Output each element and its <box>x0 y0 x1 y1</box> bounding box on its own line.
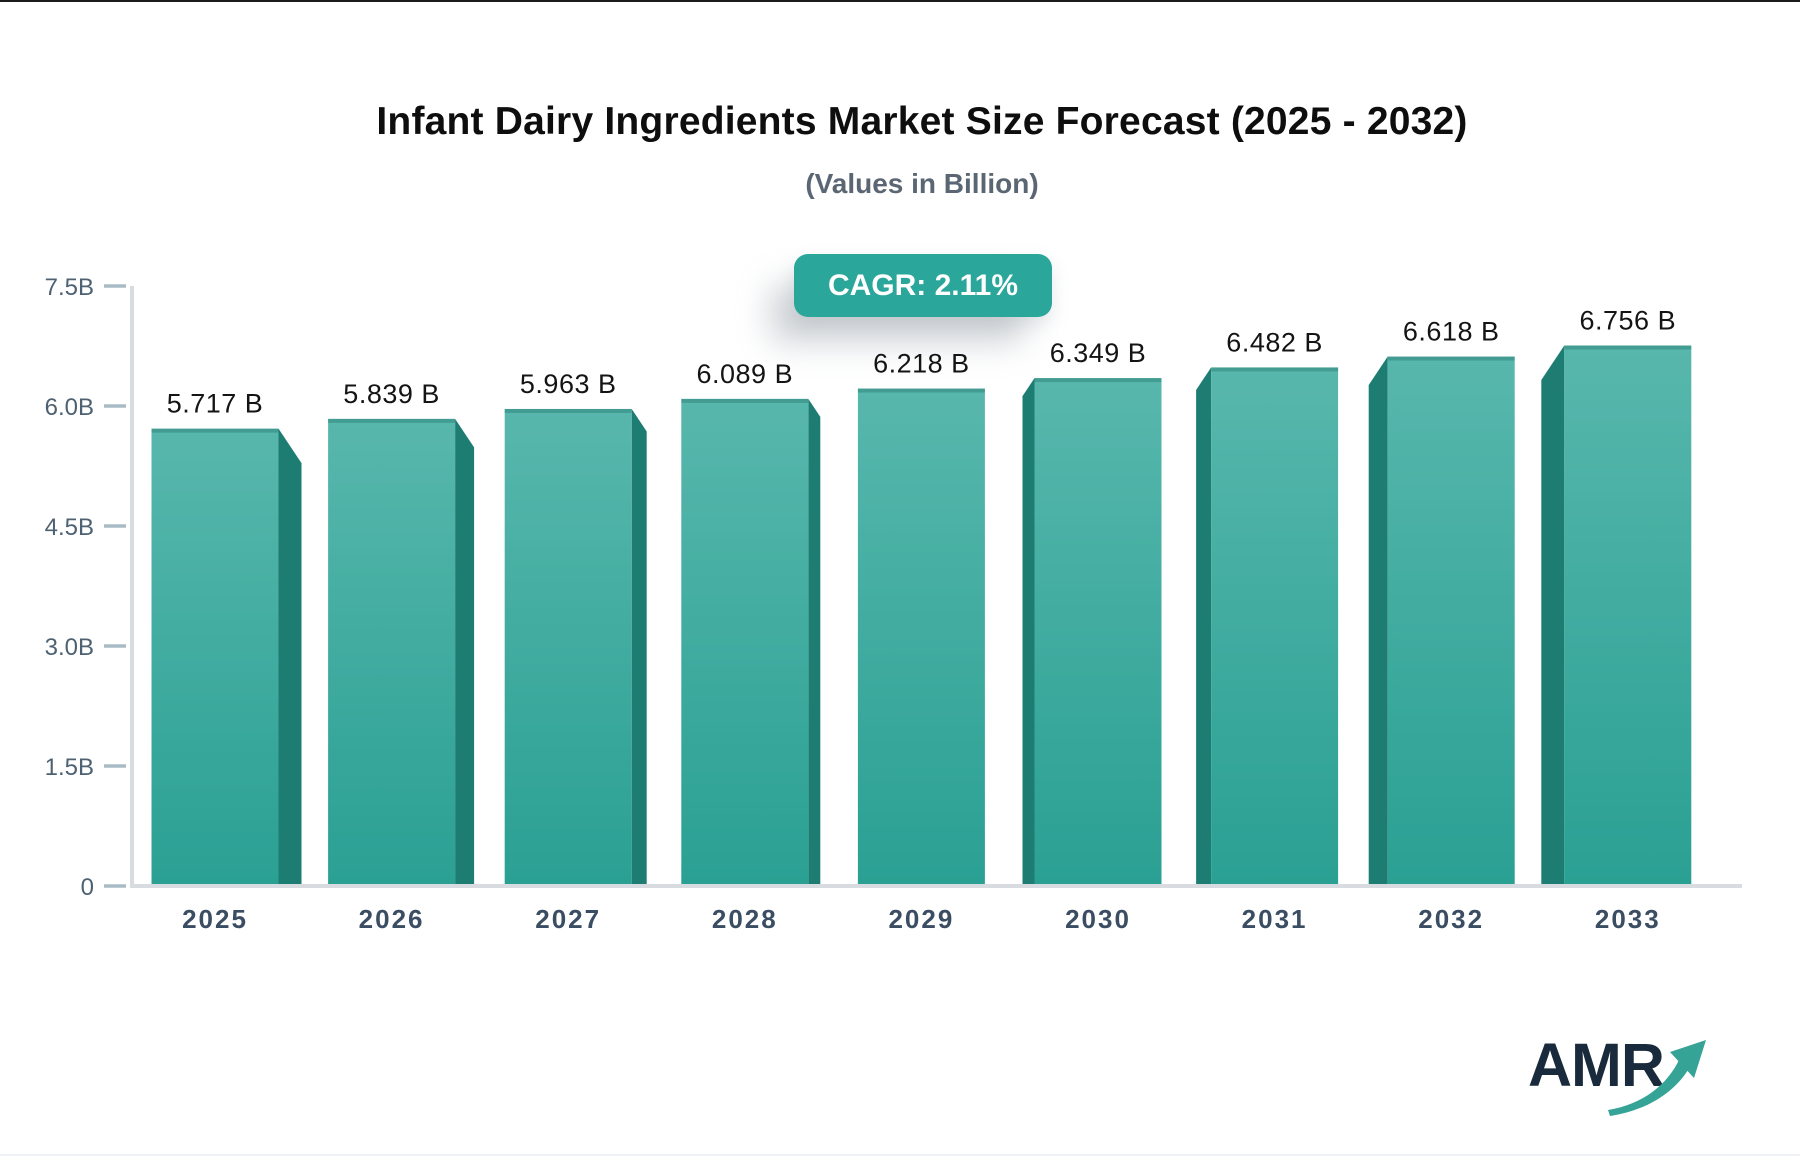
bar-side-face <box>1368 356 1388 884</box>
bar-value-label: 6.482 B <box>1226 327 1323 357</box>
bar-value-label: 6.756 B <box>1580 306 1677 336</box>
bar-2027: 5.963 B 2027 <box>504 369 647 934</box>
x-axis-label: 2030 <box>1065 904 1131 934</box>
bar-front-face <box>1034 378 1162 884</box>
bar-side-face <box>278 428 302 884</box>
growth-arrow-head <box>1670 1040 1706 1078</box>
cagr-badge: CAGR: 2.11% <box>794 254 1052 317</box>
bar-top-edge <box>151 428 279 433</box>
bar-top-edge <box>1034 378 1162 383</box>
bar-2028: 6.089 B 2028 <box>681 359 821 934</box>
page-top-border <box>0 0 1800 2</box>
y-tick-label: 0 <box>81 874 94 901</box>
amr-logo-text: AMR <box>1528 1031 1665 1099</box>
bar-side-face <box>1196 367 1212 884</box>
y-tick-label: 6.0B <box>45 394 94 421</box>
y-tick-label: 7.5B <box>45 274 94 301</box>
bar-front-face <box>504 408 632 884</box>
bar-value-label: 6.089 B <box>697 359 794 389</box>
bar-side-face <box>1541 345 1565 884</box>
bar-side-face <box>631 408 647 884</box>
bar-side-face <box>455 418 475 884</box>
page-bottom-border <box>0 1154 1800 1156</box>
bar-2031: 6.482 B 2031 <box>1196 327 1339 934</box>
bar-top-edge <box>1211 367 1339 372</box>
bar-front-face <box>857 388 985 884</box>
x-axis-label: 2028 <box>712 904 778 934</box>
bar-front-face <box>151 428 279 884</box>
bar-top-edge <box>504 408 632 413</box>
x-axis-label: 2031 <box>1242 904 1308 934</box>
y-tick-label: 3.0B <box>45 634 94 661</box>
x-axis-label: 2029 <box>888 904 954 934</box>
amr-logo: AMR <box>1528 1030 1718 1126</box>
bar-value-label: 6.218 B <box>873 349 970 379</box>
y-tick-label: 1.5B <box>45 754 94 781</box>
bar-value-label: 5.717 B <box>167 389 264 419</box>
bar-2033: 6.756 B 2033 <box>1541 306 1692 934</box>
bar-side-face <box>808 398 821 884</box>
bar-2030: 6.349 B 2030 <box>1022 338 1162 934</box>
bar-2029: 6.218 B 2029 <box>857 349 985 934</box>
bar-top-edge <box>328 418 456 423</box>
bar-front-face <box>681 398 809 884</box>
bar-side-face <box>1022 378 1035 884</box>
x-axis-label: 2025 <box>182 904 248 934</box>
bar-front-face <box>328 418 456 884</box>
bar-value-label: 6.618 B <box>1403 317 1500 347</box>
bar-top-edge <box>1564 345 1692 350</box>
growth-arrow-icon <box>1608 1040 1706 1116</box>
x-axis-label: 2032 <box>1418 904 1484 934</box>
chart-subtitle: (Values in Billion) <box>805 168 1039 199</box>
bar-front-face <box>1387 356 1515 884</box>
bar-front-face <box>1211 367 1339 884</box>
x-axis-label: 2027 <box>535 904 601 934</box>
bar-2032: 6.618 B 2032 <box>1368 317 1515 934</box>
bar-top-edge <box>1387 356 1515 361</box>
bar-value-label: 6.349 B <box>1050 338 1147 368</box>
bar-top-edge <box>681 398 809 403</box>
bar-front-face <box>1564 345 1692 884</box>
x-axis-label: 2033 <box>1595 904 1661 934</box>
chart-title: Infant Dairy Ingredients Market Size For… <box>376 100 1468 143</box>
bar-value-label: 5.839 B <box>343 379 440 409</box>
bar-2026: 5.839 B 2026 <box>328 379 475 934</box>
bar-value-label: 5.963 B <box>520 369 617 399</box>
bar-top-edge <box>857 388 985 393</box>
y-tick-label: 4.5B <box>45 514 94 541</box>
x-axis-label: 2026 <box>359 904 425 934</box>
growth-arrow-swoosh <box>1608 1058 1691 1116</box>
bar-2025: 5.717 B 2025 <box>151 389 302 934</box>
